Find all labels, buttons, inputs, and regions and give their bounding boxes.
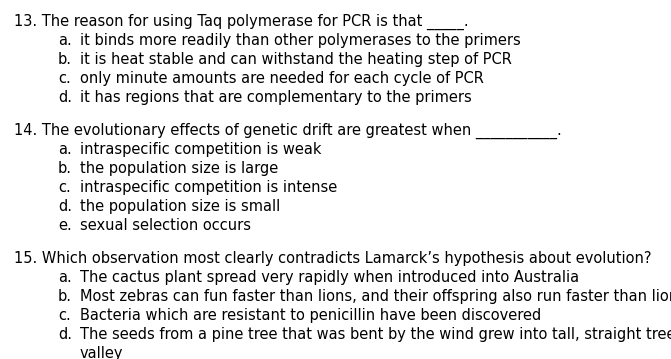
Text: the population size is large: the population size is large (80, 161, 278, 176)
Text: valley: valley (80, 346, 123, 359)
Text: c.: c. (58, 308, 70, 323)
Text: e.: e. (58, 218, 72, 233)
Text: 15. Which observation most clearly contradicts Lamarck’s hypothesis about evolut: 15. Which observation most clearly contr… (14, 251, 652, 266)
Text: intraspecific competition is weak: intraspecific competition is weak (80, 142, 321, 157)
Text: a.: a. (58, 33, 72, 48)
Text: Most zebras can fun faster than lions, and their offspring also run faster than : Most zebras can fun faster than lions, a… (80, 289, 671, 304)
Text: 14. The evolutionary effects of genetic drift are greatest when ___________.: 14. The evolutionary effects of genetic … (14, 123, 562, 139)
Text: sexual selection occurs: sexual selection occurs (80, 218, 251, 233)
Text: intraspecific competition is intense: intraspecific competition is intense (80, 180, 338, 195)
Text: a.: a. (58, 142, 72, 157)
Text: b.: b. (58, 289, 72, 304)
Text: b.: b. (58, 161, 72, 176)
Text: it is heat stable and can withstand the heating step of PCR: it is heat stable and can withstand the … (80, 52, 512, 67)
Text: the population size is small: the population size is small (80, 199, 280, 214)
Text: it has regions that are complementary to the primers: it has regions that are complementary to… (80, 90, 472, 105)
Text: d.: d. (58, 327, 72, 342)
Text: 13. The reason for using Taq polymerase for PCR is that _____.: 13. The reason for using Taq polymerase … (14, 14, 468, 30)
Text: it binds more readily than other polymerases to the primers: it binds more readily than other polymer… (80, 33, 521, 48)
Text: c.: c. (58, 71, 70, 86)
Text: Bacteria which are resistant to penicillin have been discovered: Bacteria which are resistant to penicill… (80, 308, 541, 323)
Text: The cactus plant spread very rapidly when introduced into Australia: The cactus plant spread very rapidly whe… (80, 270, 579, 285)
Text: a.: a. (58, 270, 72, 285)
Text: b.: b. (58, 52, 72, 67)
Text: The seeds from a pine tree that was bent by the wind grew into tall, straight tr: The seeds from a pine tree that was bent… (80, 327, 671, 342)
Text: c.: c. (58, 180, 70, 195)
Text: d.: d. (58, 199, 72, 214)
Text: d.: d. (58, 90, 72, 105)
Text: only minute amounts are needed for each cycle of PCR: only minute amounts are needed for each … (80, 71, 484, 86)
